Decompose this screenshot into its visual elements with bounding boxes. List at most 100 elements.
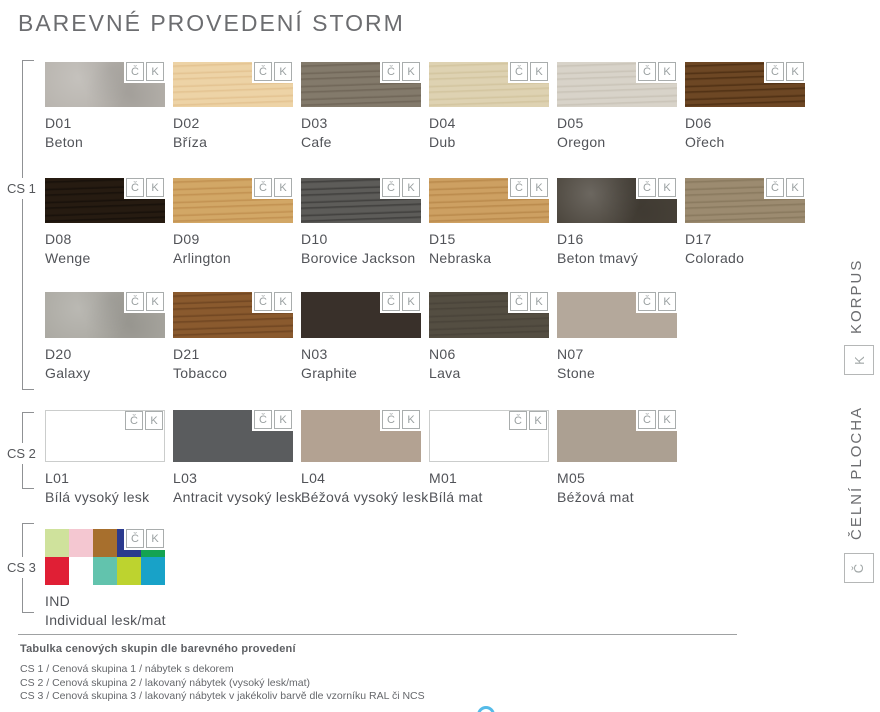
swatch-cell: Č K D17 Colorado (685, 178, 805, 266)
swatch-name: Bříza (173, 134, 208, 150)
swatch-name: Lava (429, 365, 461, 381)
front-badge: Č (254, 292, 272, 311)
swatch-cell: Č K D01 Beton (45, 62, 165, 150)
front-badge: Č (382, 292, 400, 311)
swatch-row: Č K D01 Beton Č K D02 Bříza Č K D03 Cafe Č K D04 Dub Č K D… (45, 62, 805, 150)
palette-color (45, 529, 69, 557)
swatch-name: Beton (45, 134, 84, 150)
swatch-code: D06 (685, 115, 712, 131)
korpus-badge: K (274, 410, 292, 429)
swatch-cell: Č K D03 Cafe (301, 62, 421, 150)
front-badge: Č (510, 178, 528, 197)
palette-color (141, 557, 165, 585)
footer-line-cs3: CS 3 / Cenová skupina 3 / lakovaný nábyt… (20, 690, 425, 702)
front-badge: Č (638, 410, 656, 429)
swatch-code: D09 (173, 231, 200, 247)
swatch-cell: Č K L01 Bílá vysoký lesk (45, 410, 165, 505)
front-badge: Č (125, 411, 143, 430)
swatch-code: M01 (429, 470, 458, 486)
swatch-code: D04 (429, 115, 456, 131)
swatch-name: Béžová vysoký lesk (301, 489, 429, 505)
korpus-badge: K (786, 62, 804, 81)
swatch-cell: Č K N03 Graphite (301, 292, 421, 381)
palette-color (45, 557, 69, 585)
swatch-code: D03 (301, 115, 328, 131)
front-badge: Č (638, 62, 656, 81)
swatch-name: Bílá vysoký lesk (45, 489, 150, 505)
front-badge: Č (126, 529, 144, 548)
front-badge: Č (126, 178, 144, 197)
swatch-cell: Č K L04 Béžová vysoký lesk (301, 410, 429, 505)
swatch-name: Dub (429, 134, 456, 150)
front-badge: Č (382, 410, 400, 429)
korpus-badge: K (274, 62, 292, 81)
page-title: BAREVNÉ PROVEDENÍ STORM (18, 10, 405, 36)
korpus-badge: K (530, 62, 548, 81)
swatch-cell: Č K D02 Bříza (173, 62, 293, 150)
korpus-badge: K (402, 178, 420, 197)
front-badge: Č (382, 62, 400, 81)
korpus-badge: K (145, 411, 163, 430)
korpus-legend-label: KORPUS (848, 258, 865, 334)
korpus-badge: K (274, 178, 292, 197)
palette-color (69, 557, 93, 585)
swatch-code: D10 (301, 231, 328, 247)
palette-color (69, 529, 93, 557)
front-badge: Č (254, 62, 272, 81)
korpus-legend-badge: K (844, 345, 874, 375)
swatch-cell: Č K D21 Tobacco (173, 292, 293, 381)
korpus-badge: K (529, 411, 547, 430)
swatch-name: Antracit vysoký lesk (173, 489, 302, 505)
swatch-name: Graphite (301, 365, 358, 381)
swatch-cell: Č K IND Individual lesk/mat (45, 529, 166, 628)
swatch-cell: Č K D10 Borovice Jackson (301, 178, 421, 266)
swatch-cell: Č K D04 Dub (429, 62, 549, 150)
swatch-name: Oregon (557, 134, 606, 150)
palette-color (117, 557, 141, 585)
swatch-row: Č K IND Individual lesk/mat (45, 529, 166, 628)
swatch-code: L04 (301, 470, 326, 486)
swatch-name: Wenge (45, 250, 91, 266)
swatch-cell: Č K D15 Nebraska (429, 178, 549, 266)
korpus-badge: K (658, 62, 676, 81)
swatch-code: IND (45, 593, 71, 609)
swatch-cell: Č K M05 Béžová mat (557, 410, 677, 505)
front-badge: Č (382, 178, 400, 197)
korpus-badge: K (146, 529, 164, 548)
korpus-badge: K (530, 292, 548, 311)
front-badge: Č (126, 292, 144, 311)
korpus-badge: K (402, 62, 420, 81)
swatch-code: D05 (557, 115, 584, 131)
front-badge: Č (509, 411, 527, 430)
korpus-badge: K (274, 292, 292, 311)
swatch-name: Tobacco (173, 365, 228, 381)
footer-price-groups: CS 1 / Cenová skupina 1 / nábytek s deko… (20, 663, 425, 704)
front-badge: Č (254, 410, 272, 429)
swatch-cell: Č K D16 Beton tmavý (557, 178, 677, 266)
swatch-code: N06 (429, 346, 456, 362)
korpus-badge: K (530, 178, 548, 197)
